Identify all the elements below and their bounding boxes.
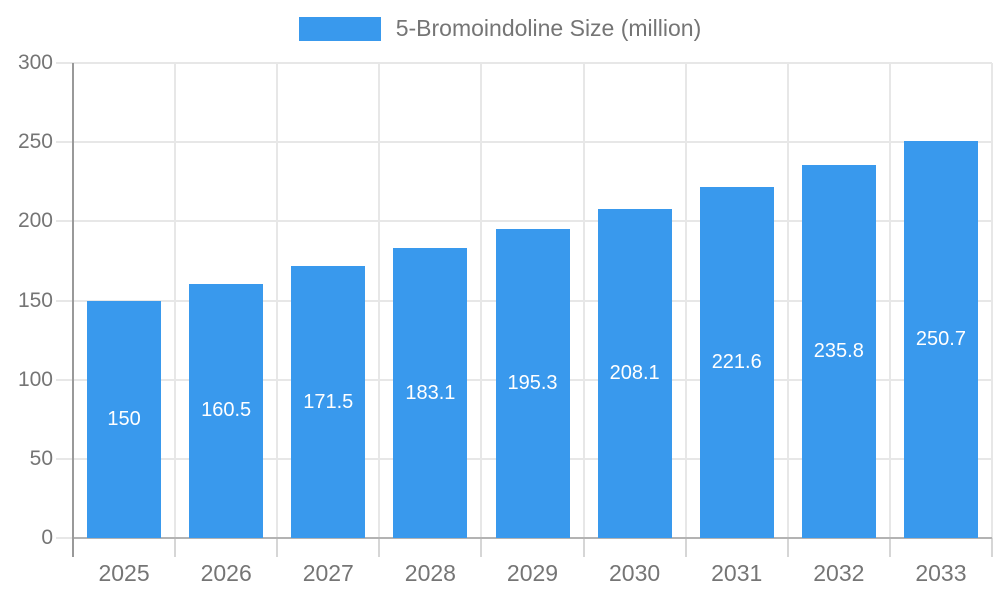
gridline-vertical — [991, 63, 993, 538]
gridline-vertical — [378, 63, 381, 538]
x-axis-category-label: 2030 — [609, 560, 661, 586]
x-axis-category-label: 2032 — [813, 560, 865, 586]
bar[interactable]: 150 — [87, 300, 162, 538]
bar[interactable]: 235.8 — [801, 164, 876, 538]
y-axis-label: 250 — [17, 130, 53, 154]
bar-value-label: 235.8 — [813, 339, 864, 362]
x-axis-tick — [684, 538, 687, 557]
x-axis-tick — [480, 538, 483, 557]
x-axis-category-label: 2028 — [404, 560, 456, 586]
y-axis-tick — [56, 62, 73, 64]
y-axis-tick — [56, 299, 73, 302]
x-axis-tick — [378, 538, 381, 557]
gridline-vertical — [480, 63, 483, 538]
gridline-vertical — [276, 63, 279, 538]
gridline-horizontal — [73, 141, 992, 144]
y-axis-tick — [56, 537, 73, 539]
bar[interactable]: 183.1 — [393, 248, 468, 538]
bar-value-label: 160.5 — [201, 399, 252, 422]
gridline-vertical — [684, 63, 687, 538]
y-axis-label: 300 — [17, 51, 53, 74]
x-axis-tick — [582, 538, 585, 557]
y-axis-label: 200 — [17, 209, 53, 233]
y-axis-label: 50 — [29, 446, 53, 470]
gridline-vertical — [786, 63, 789, 538]
y-axis-tick — [56, 220, 73, 223]
legend-swatch — [298, 16, 381, 41]
y-axis-label: 100 — [17, 367, 53, 391]
x-axis-tick — [276, 538, 279, 557]
bar-value-label: 221.6 — [711, 351, 762, 374]
x-axis-category-label: 2029 — [506, 560, 559, 586]
legend-label: 5-Bromoindoline Size (million) — [395, 15, 702, 41]
bar[interactable]: 250.7 — [903, 141, 978, 538]
y-axis-label: 0 — [41, 526, 53, 549]
bar[interactable]: 221.6 — [699, 187, 774, 538]
x-axis-tick — [786, 538, 789, 557]
x-axis-category-label: 2031 — [711, 560, 763, 586]
bar-value-label: 183.1 — [405, 381, 456, 404]
x-axis-tick — [174, 538, 177, 557]
bar[interactable]: 171.5 — [291, 266, 366, 538]
x-axis-category-label: 2027 — [302, 560, 354, 586]
gridline-vertical — [582, 63, 585, 538]
gridline-vertical — [174, 63, 177, 538]
gridline-vertical — [888, 63, 891, 538]
x-axis-tick — [888, 538, 891, 557]
x-axis-line — [73, 537, 992, 539]
x-axis-category-label: 2033 — [915, 560, 967, 586]
y-axis-line — [72, 63, 74, 557]
x-axis-category-label: 2025 — [98, 560, 150, 586]
gridline-horizontal — [73, 220, 992, 223]
bar[interactable]: 160.5 — [189, 283, 264, 538]
y-axis-label: 150 — [17, 288, 53, 312]
bar[interactable]: 195.3 — [495, 228, 570, 538]
bar-value-label: 208.1 — [609, 361, 660, 384]
y-axis-tick — [56, 141, 73, 144]
bar-value-label: 195.3 — [507, 371, 558, 394]
bar-value-label: 171.5 — [303, 390, 354, 413]
gridline-horizontal — [73, 62, 992, 64]
y-axis-tick — [56, 378, 73, 381]
legend[interactable]: 5-Bromoindoline Size (million) — [0, 15, 1000, 42]
bar[interactable]: 208.1 — [597, 208, 672, 538]
x-axis-category-label: 2026 — [200, 560, 252, 586]
bar-value-label: 150 — [107, 407, 141, 430]
x-axis-tick — [991, 538, 993, 557]
y-axis-tick — [56, 457, 73, 460]
bar-value-label: 250.7 — [915, 328, 966, 351]
